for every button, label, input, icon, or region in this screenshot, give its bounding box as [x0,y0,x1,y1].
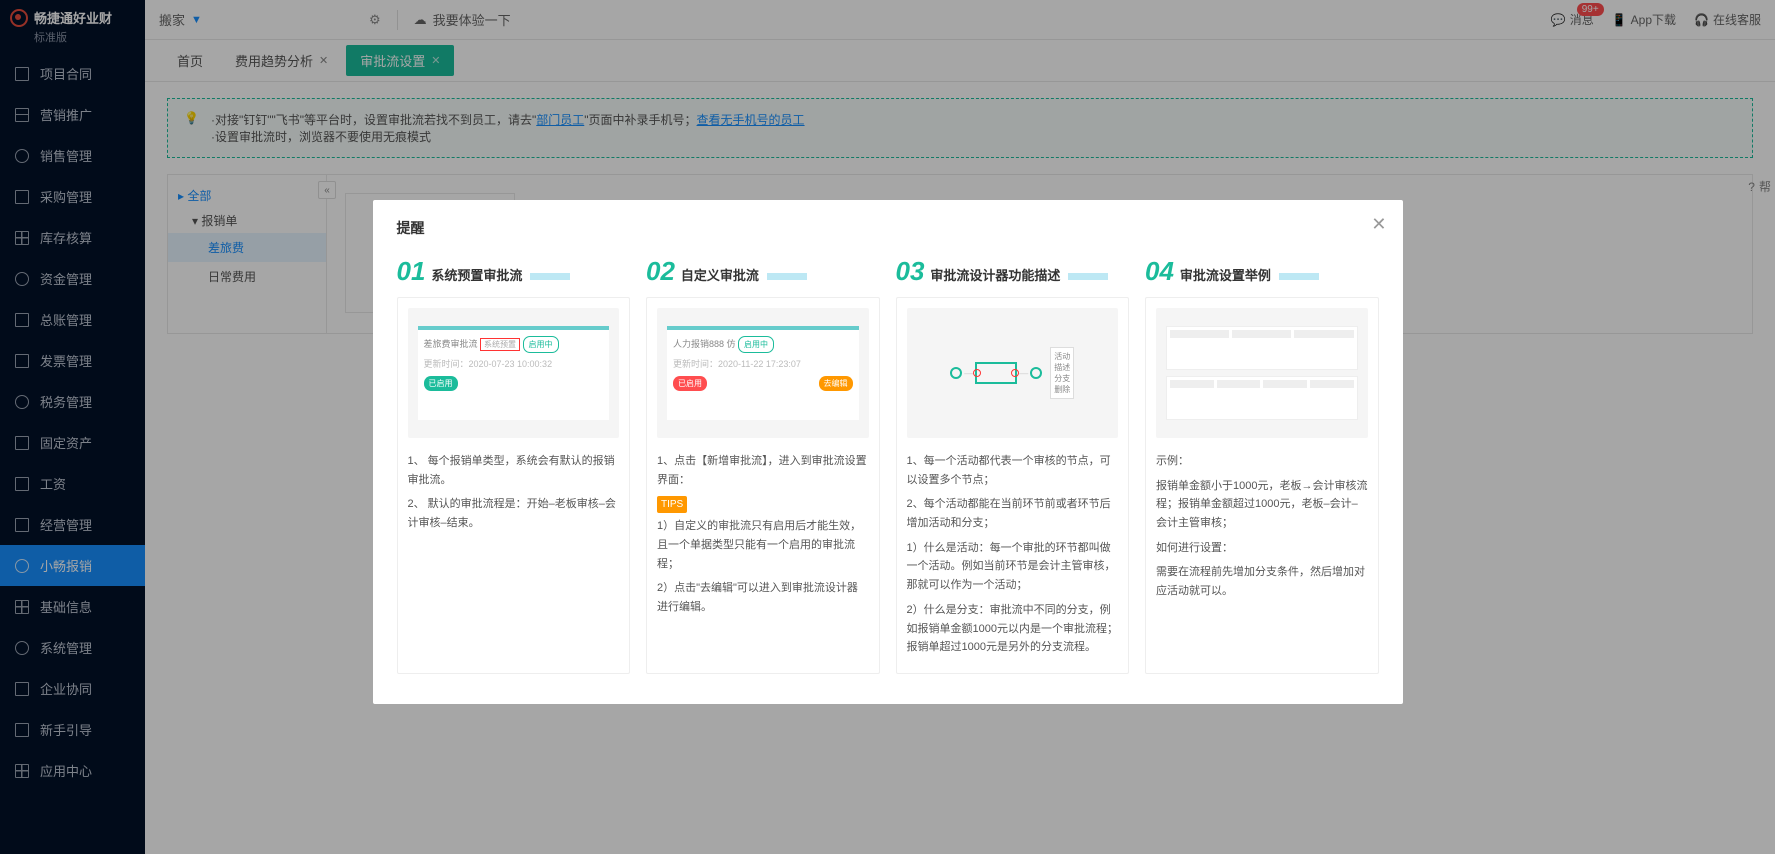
guide-illustration: ——活动描述分支删除 [907,308,1119,438]
guide-description: 1、每一个活动都代表一个审核的节点，可以设置多个节点；2、每个活动都能在当前环节… [907,452,1119,657]
modal-overlay[interactable]: 提醒 ✕ 01 系统预置审批流 差旅费审批流 系统预置 启用中更新时间：2020… [0,0,1775,854]
guide-number: 04 [1145,256,1174,287]
modal: 提醒 ✕ 01 系统预置审批流 差旅费审批流 系统预置 启用中更新时间：2020… [373,200,1403,704]
guide-title: 审批流设计器功能描述 [930,265,1060,284]
guide-card: 示例：报销单金额小于1000元，老板→会计审核流程；报销单金额超过1000元，老… [1145,297,1379,674]
guide-number: 01 [397,256,426,287]
guide-head: 04 审批流设置举例 [1145,256,1379,287]
guide-head: 03 审批流设计器功能描述 [896,256,1130,287]
guide-col-0: 01 系统预置审批流 差旅费审批流 系统预置 启用中更新时间：2020-07-2… [397,256,631,674]
guide-col-2: 03 审批流设计器功能描述 ——活动描述分支删除 1、每一个活动都代表一个审核的… [896,256,1130,674]
modal-title: 提醒 [397,218,1379,238]
guide-card: 人力报销888 仿 启用中更新时间：2020-11-22 17:23:07已启用… [646,297,880,674]
guide-title: 自定义审批流 [681,265,759,284]
guide-description: 1、 每个报销单类型，系统会有默认的报销审批流。2、 默认的审批流程是：开始–老… [408,452,620,533]
guide-number: 02 [646,256,675,287]
stripe [1279,273,1319,280]
guide-number: 03 [896,256,925,287]
guide-illustration: 差旅费审批流 系统预置 启用中更新时间：2020-07-23 10:00:32已… [408,308,620,438]
guide-head: 02 自定义审批流 [646,256,880,287]
guide-col-3: 04 审批流设置举例 示例：报销单金额小于1000元，老板→会计审核流程；报销单… [1145,256,1379,674]
guide-card: ——活动描述分支删除 1、每一个活动都代表一个审核的节点，可以设置多个节点；2、… [896,297,1130,674]
guide-col-1: 02 自定义审批流 人力报销888 仿 启用中更新时间：2020-11-22 1… [646,256,880,674]
guide-title: 审批流设置举例 [1180,265,1271,284]
guide-row: 01 系统预置审批流 差旅费审批流 系统预置 启用中更新时间：2020-07-2… [397,256,1379,674]
guide-title: 系统预置审批流 [431,265,522,284]
stripe [530,273,570,280]
guide-illustration: 人力报销888 仿 启用中更新时间：2020-11-22 17:23:07已启用… [657,308,869,438]
close-icon[interactable]: ✕ [1371,214,1386,235]
guide-description: 1、点击【新增审批流】，进入到审批流设置界面：TIPS1）自定义的审批流只有启用… [657,452,869,617]
guide-card: 差旅费审批流 系统预置 启用中更新时间：2020-07-23 10:00:32已… [397,297,631,674]
guide-description: 示例：报销单金额小于1000元，老板→会计审核流程；报销单金额超过1000元，老… [1156,452,1368,601]
guide-head: 01 系统预置审批流 [397,256,631,287]
stripe [1068,273,1108,280]
guide-illustration [1156,308,1368,438]
stripe [767,273,807,280]
